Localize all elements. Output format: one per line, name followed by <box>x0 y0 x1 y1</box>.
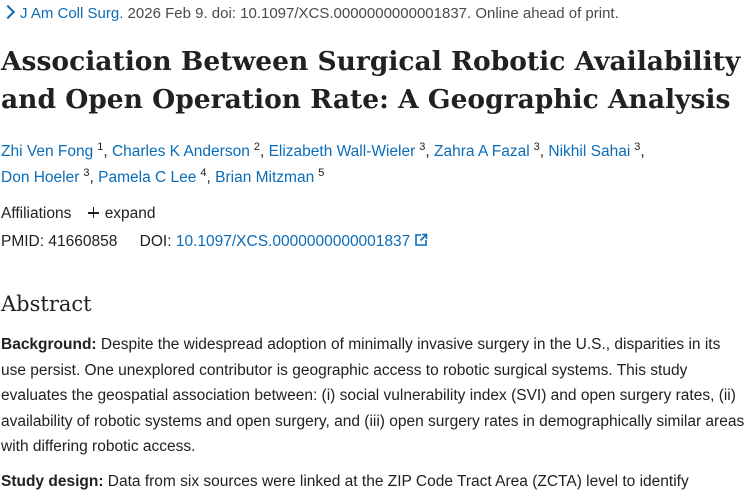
abstract-section-background: Background: Despite the widespread adopt… <box>1 332 746 460</box>
author-affiliation-number[interactable]: 3 <box>419 141 426 153</box>
abstract-section-text: Data from six sources were linked at the… <box>107 473 689 490</box>
plus-icon <box>87 207 99 218</box>
citation-line: J Am Coll Surg. 2026 Feb 9. doi: 10.1097… <box>0 4 619 24</box>
abstract-section-label: Study design: <box>1 473 104 490</box>
author-link[interactable]: Brian Mitzman <box>215 169 315 186</box>
doi-label: DOI: <box>139 233 172 250</box>
pmid-value: 41660858 <box>48 233 118 250</box>
authors-list: Zhi Ven Fong 1, Charles K Anderson 2, Eliz… <box>1 141 645 187</box>
author-affiliation-number[interactable]: 5 <box>318 167 325 179</box>
doi-value: 10.1097/XCS.0000000000001837 <box>175 233 411 250</box>
author-link[interactable]: Pamela C Lee <box>98 169 197 186</box>
author-affiliation-number[interactable]: 3 <box>83 167 90 179</box>
author-link[interactable]: Don Hoeler <box>1 169 80 186</box>
author-affiliation-number[interactable]: 1 <box>97 141 104 153</box>
expand-label: expand <box>104 205 156 222</box>
identifiers-row: PMID: 41660858 DOI: 10.1097/XCS.00000000… <box>1 231 428 253</box>
external-link-icon <box>415 233 428 246</box>
author-link[interactable]: Elizabeth Wall-Wieler <box>268 143 416 160</box>
article-title: Association Between Surgical Robotic Ava… <box>1 46 741 115</box>
journal-link[interactable]: J Am Coll Surg. <box>20 5 124 22</box>
author-link[interactable]: Zhi Ven Fong <box>1 143 94 160</box>
abstract-heading: Abstract <box>1 292 92 316</box>
chevron-right-icon[interactable] <box>0 4 16 20</box>
affiliations-row: Affiliations expand <box>1 203 156 225</box>
author-affiliation-number[interactable]: 2 <box>253 141 260 153</box>
doi-link[interactable]: 10.1097/XCS.0000000000001837 <box>176 233 428 250</box>
author-affiliation-number[interactable]: 3 <box>533 141 540 153</box>
affiliations-label: Affiliations <box>1 205 72 222</box>
abstract-section-text: Despite the widespread adoption of minim… <box>1 336 745 455</box>
author-affiliation-number[interactable]: 4 <box>200 167 207 179</box>
abstract-section-study-design: Study design: Data from six sources were… <box>1 469 746 495</box>
abstract-section-label: Background: <box>1 336 97 353</box>
author-affiliation-number[interactable]: 3 <box>634 141 641 153</box>
author-link[interactable]: Zahra A Fazal <box>434 143 530 160</box>
author-link[interactable]: Charles K Anderson <box>111 143 250 160</box>
pmid-label: PMID: <box>1 233 45 250</box>
affiliations-expand-button[interactable]: expand <box>87 203 156 225</box>
citation-details: 2026 Feb 9. doi: 10.1097/XCS.00000000000… <box>127 5 619 22</box>
author-link[interactable]: Nikhil Sahai <box>548 143 631 160</box>
